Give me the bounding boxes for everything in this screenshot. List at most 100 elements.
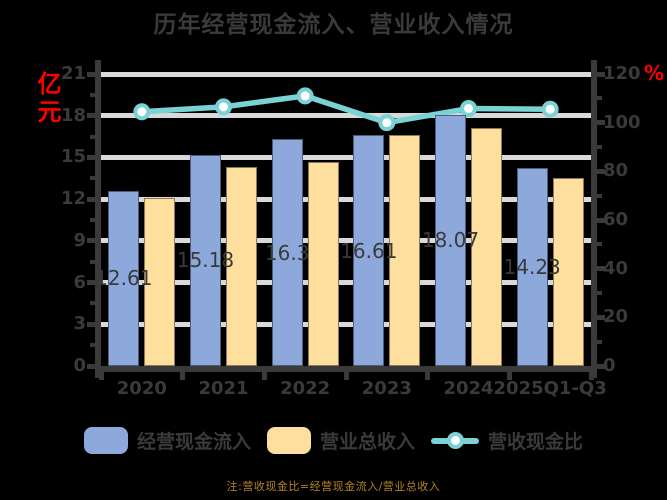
right-axis-tick [597,168,605,174]
bottom-axis-line [95,366,597,372]
yellow-bar-2022 [307,161,339,366]
right-axis-tick-label: 20 [603,306,629,328]
left-axis-tick-label: 9 [73,229,86,251]
left-axis-minor-tick [90,301,95,306]
blue-bar-2021 [190,154,221,366]
left-axis-tick-label: 18 [60,104,86,126]
right-axis-tick-label: 80 [603,160,629,182]
legend-item-operating-cash-inflow: 经营现金流入 [83,427,251,454]
x-axis-category-label: 2025Q1-Q3 [493,378,607,399]
right-axis-minor-tick [597,96,602,101]
x-axis-tick [506,372,512,380]
left-axis-tick-label: 12 [60,188,86,210]
bar-value-label: 14.23 [503,255,561,280]
left-axis-minor-tick [90,259,95,264]
left-axis-tick [87,154,95,160]
line-point-marker [215,98,232,116]
left-axis-tick-label: 15 [60,146,86,168]
left-axis-tick [87,280,95,286]
right-axis-minor-tick [597,193,602,198]
x-axis-category-label: 2021 [198,378,249,399]
blue-bar-2023 [353,135,385,366]
left-axis-line [95,60,101,378]
bar-value-label: 16.61 [340,238,398,263]
gridline [101,113,591,119]
right-axis-tick-label: 120 [603,63,641,84]
blue-bar-2025Q1-Q3 [516,168,548,366]
right-axis-minor-tick [597,242,602,247]
x-axis-tick [425,372,431,380]
x-axis-category-label: 2024 [443,378,494,399]
footnote: 注:营收现金比=经营现金流入/营业总收入 [226,480,441,493]
right-axis-tick [597,217,605,223]
right-axis-minor-tick [597,291,602,295]
left-axis-unit-label: 亿元 [37,70,62,126]
circle-marker-icon [446,432,464,449]
left-axis-tick [87,321,95,327]
right-axis-tick-label: 60 [603,209,629,230]
left-axis-minor-tick [90,343,95,348]
x-axis-tick [180,372,186,380]
x-axis-tick [588,372,594,380]
left-axis-tick-label: 21 [60,63,86,84]
legend-item-revenue-cash-ratio: 营收现金比 [431,427,583,454]
right-axis-line [591,60,597,378]
line-point-marker [296,87,314,105]
left-axis-tick-label: 6 [73,271,86,293]
x-axis-category-label: 2023 [361,378,412,399]
left-axis-tick [87,113,95,119]
blue-bar-swatch-icon [83,427,128,454]
blue-bar-2024 [435,114,466,366]
yellow-bar-2024 [471,128,502,366]
right-axis-tick [597,266,605,272]
left-axis-tick [87,196,95,202]
yellow-bar-swatch-icon [266,427,311,454]
legend-label: 营业总收入 [319,431,415,453]
left-axis-minor-tick [90,134,95,139]
yellow-bar-2020 [144,197,176,366]
right-axis-minor-tick [597,145,602,149]
x-axis-tick [98,372,104,380]
yellow-bar-2025Q1-Q3 [552,178,584,366]
gridline [101,71,591,77]
left-axis-tick-label: 0 [73,355,86,376]
x-axis-category-label: 2020 [116,378,167,399]
blue-bar-2022 [271,139,303,366]
right-axis-tick [597,71,605,77]
left-axis-minor-tick [90,218,95,222]
left-axis-tick [87,238,95,244]
yellow-bar-2023 [389,135,421,366]
right-axis-tick [597,314,605,320]
right-axis-tick-label: 40 [603,257,629,279]
left-axis-tick [87,363,95,369]
bar-value-label: 15.18 [176,248,235,273]
right-axis-minor-tick [597,339,602,344]
right-axis-tick-label: 100 [603,111,641,133]
yellow-bar-2021 [226,167,257,366]
gridline [101,196,591,202]
chart-title: 历年经营现金流入、营业收入情况 [153,12,514,38]
x-axis-category-label: 2022 [280,378,331,399]
x-axis-tick [261,372,267,380]
legend-label: 经营现金流入 [136,431,251,453]
bar-value-label: 18.07 [421,228,480,253]
bar-value-label: 16.3 [264,240,310,265]
revenue-cash-ratio-line [141,93,551,126]
gridline [101,238,591,244]
left-axis-minor-tick [90,92,95,97]
right-axis-tick-label: 0 [603,355,616,376]
bar-value-label: 12.61 [95,266,153,291]
right-axis-tick [597,363,605,369]
gridline [101,154,591,160]
gridline [101,280,591,286]
line-marker-swatch-icon [431,427,479,454]
blue-bar-2020 [108,190,140,366]
right-axis-unit-label: % [644,61,665,85]
legend-label: 营收现金比 [488,431,584,453]
legend-item-total-operating-revenue: 营业总收入 [266,427,415,454]
gridline [101,321,591,327]
right-axis-tick [597,120,605,126]
x-axis-tick [343,372,349,380]
legend: 经营现金流入 营业总收入 营收现金比 [0,427,667,454]
